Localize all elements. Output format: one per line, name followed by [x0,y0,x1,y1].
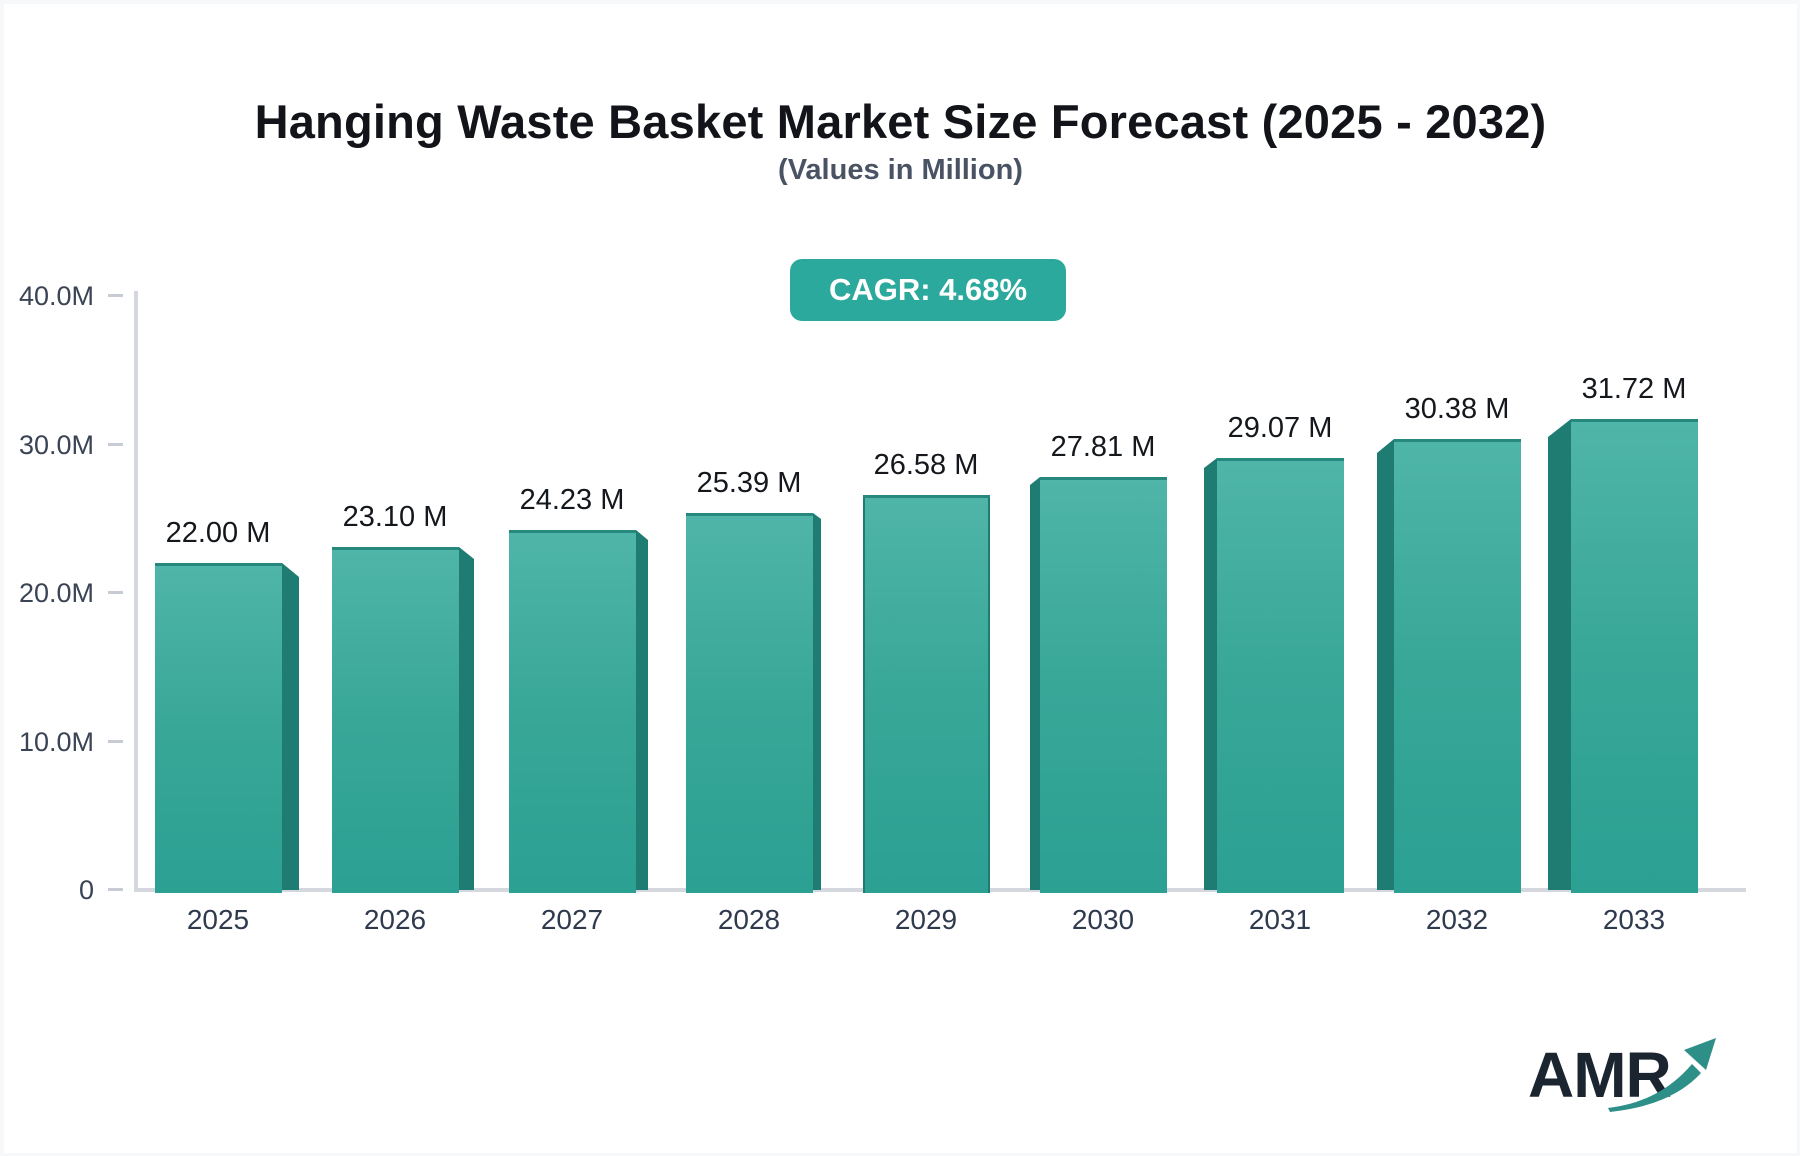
x-axis-label: 2029 [894,904,958,935]
x-axis-label: 2027 [540,904,604,935]
x-axis-label: 2033 [1602,904,1666,935]
bar-3d-side [813,513,821,890]
bar-value-label: 30.38 M [1404,393,1510,425]
chart-card: Hanging Waste Basket Market Size Forecas… [4,4,1797,1153]
x-axis-label: 2025 [186,904,250,935]
bar-2033 [1571,419,1698,893]
bar-value-label: 25.39 M [696,467,802,499]
bar-3d-side [282,563,299,890]
bar-value-label: 31.72 M [1581,373,1687,405]
bar-2031 [1217,458,1344,893]
x-axis-label: 2026 [363,904,427,935]
y-axis-tick-label: 30.0M [18,429,94,460]
bar-value-label: 27.81 M [1050,431,1156,463]
bar-2025 [155,563,282,893]
y-axis-tick-label: 10.0M [18,726,94,757]
bar-2032 [1394,439,1521,893]
bar-value-label: 26.58 M [873,449,979,481]
bar-3d-side [1204,458,1217,890]
y-axis-tick-mark [108,888,123,891]
bar-2029 [863,495,990,893]
x-axis-label: 2032 [1425,904,1489,935]
bar-2026 [332,547,459,893]
y-axis-tick-label: 0 [78,875,94,905]
y-axis-tick-mark [108,591,123,594]
bar-2028 [686,513,813,893]
chart-title: Hanging Waste Basket Market Size Forecas… [254,95,1547,148]
bar-value-label: 23.10 M [342,501,448,533]
x-axis-label: 2030 [1071,904,1135,935]
bar-value-label: 22.00 M [165,517,271,549]
y-axis-tick-mark [108,294,123,297]
bar-2030 [1040,477,1167,893]
y-axis-tick-mark [108,739,123,743]
cagr-badge: CAGR: 4.68% [790,259,1066,321]
bar-value-label: 29.07 M [1227,412,1333,444]
chart-subtitle: (Values in Million) [778,154,1023,186]
bar-3d-side [459,547,474,890]
bar-3d-side [1548,419,1571,890]
bar-value-label: 24.23 M [519,484,625,516]
bar-3d-side [636,530,648,890]
growth-arrow-icon [1608,1038,1716,1112]
x-axis-label: 2028 [717,904,781,935]
y-axis-line [134,291,138,892]
x-axis-label: 2031 [1248,904,1312,935]
bar-2027 [509,530,636,893]
y-axis-tick-label: 20.0M [18,578,94,608]
amr-logo: AMR [1514,1034,1734,1124]
bar-3d-side [1030,477,1040,890]
y-axis-tick-label: 40.0M [18,281,94,311]
bar-3d-side [1377,439,1394,890]
y-axis-tick-mark [108,442,123,446]
